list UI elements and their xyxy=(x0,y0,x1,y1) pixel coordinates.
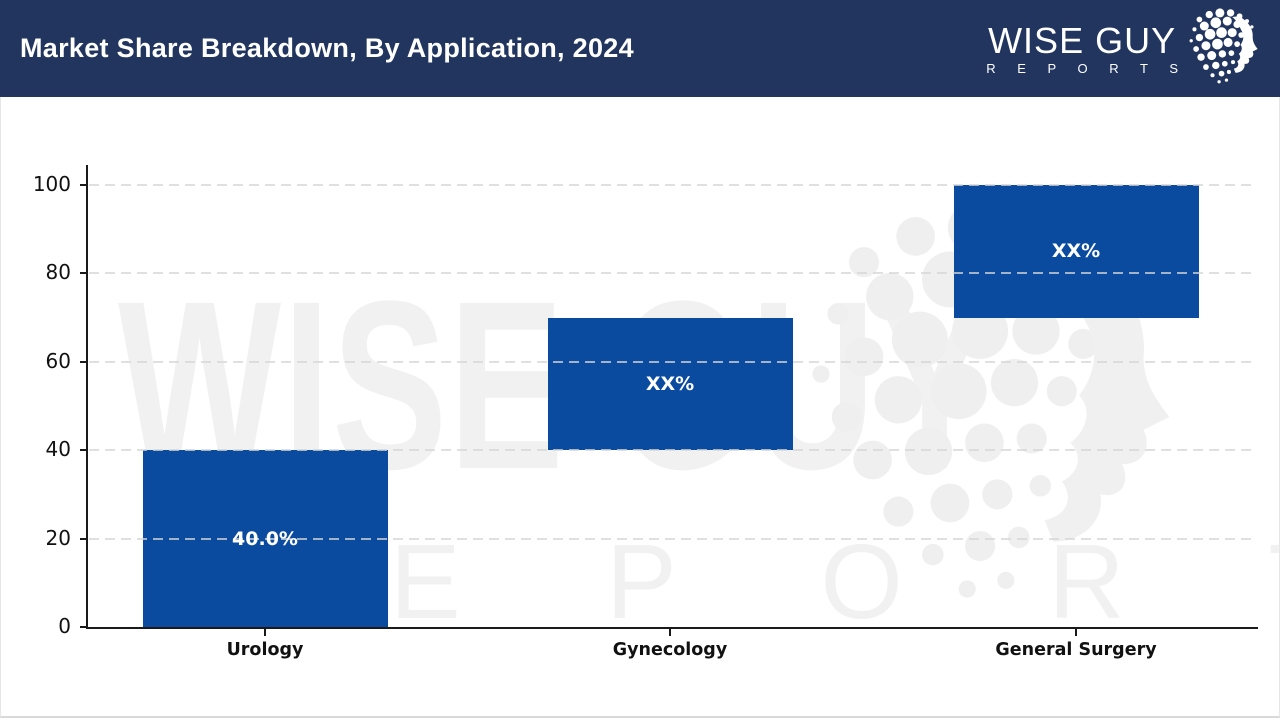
x-axis-tickmark xyxy=(1075,629,1077,636)
bar-value-label: XX% xyxy=(1051,240,1101,263)
bar xyxy=(547,317,793,451)
x-axis-spine xyxy=(86,627,1258,629)
y-axis-tickmark xyxy=(80,360,87,363)
y-axis-tickmark xyxy=(80,184,87,186)
brand-name: WISE GUY xyxy=(988,19,1177,61)
y-axis-tickmark xyxy=(80,449,87,452)
gridline xyxy=(89,360,1254,363)
y-axis-tick-label: 100 xyxy=(32,172,71,196)
y-axis-tick-label: 40 xyxy=(45,437,71,462)
x-axis-category-label: Gynecology xyxy=(612,640,728,660)
y-axis-tickmark xyxy=(80,626,87,628)
y-axis-tick-label: 20 xyxy=(45,525,71,550)
gridline xyxy=(89,449,1254,452)
x-axis-tickmark xyxy=(669,629,671,636)
header: Market Share Breakdown, By Application, … xyxy=(0,0,1280,97)
left-edge-line xyxy=(0,97,1,717)
chart-title: Market Share Breakdown, By Application, … xyxy=(20,33,634,63)
bar-value-label: XX% xyxy=(645,372,695,395)
x-axis-category-label: Urology xyxy=(226,640,304,660)
y-axis-spine xyxy=(86,165,88,629)
y-axis-tick-label: 0 xyxy=(58,614,71,638)
bottom-edge-line xyxy=(0,716,1280,718)
y-axis-tick-label: 80 xyxy=(45,260,71,285)
bar-value-label: 40.0% xyxy=(232,527,298,550)
wiseguy-logo-face-icon xyxy=(1189,7,1258,83)
bar xyxy=(953,185,1199,318)
gridline xyxy=(89,272,1254,275)
y-axis-tickmark xyxy=(80,272,87,275)
brand-logo-text: WISE GUY R E P O R T S xyxy=(986,19,1178,75)
brand-logo: WISE GUY R E P O R T S xyxy=(986,7,1280,90)
x-axis-category-label: General Surgery xyxy=(995,640,1157,660)
gridline xyxy=(89,184,1254,186)
gridline xyxy=(89,537,1254,540)
x-axis-tickmark xyxy=(264,629,266,636)
y-axis-tick-label: 60 xyxy=(45,348,71,373)
brand-subtitle: R E P O R T S xyxy=(986,60,1187,76)
y-axis-tickmark xyxy=(80,537,87,540)
